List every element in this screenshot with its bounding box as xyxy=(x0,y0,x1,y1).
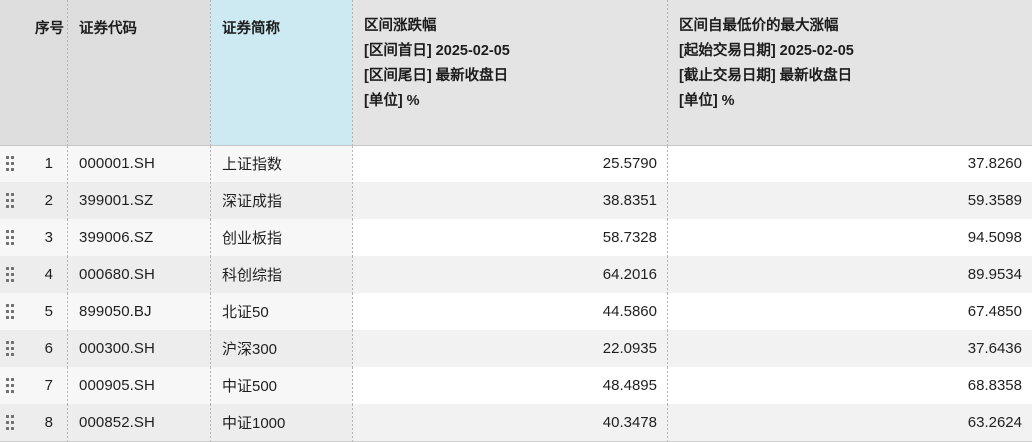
column-header-max-gain-meta-0: [起始交易日期] 2025-02-05 xyxy=(679,42,854,59)
column-header-range-change-label: 区间涨跌幅 xyxy=(364,18,437,34)
row-drag-handle[interactable] xyxy=(0,330,22,367)
cell-index: 3 xyxy=(22,219,67,256)
column-header-handle xyxy=(0,0,22,146)
table-row[interactable]: 1 000001.SH 上证指数 25.5790 37.8260 xyxy=(0,145,1032,182)
column-header-range-change[interactable]: 区间涨跌幅 [区间首日] 2025-02-05 [区间尾日] 最新收盘日 [单位… xyxy=(352,0,667,146)
cell-max-gain: 68.8358 xyxy=(667,367,1032,404)
cell-name: 科创综指 xyxy=(210,256,352,293)
cell-range-change: 58.7328 xyxy=(352,219,667,256)
cell-code: 000905.SH xyxy=(67,367,210,404)
table-row[interactable]: 3 399006.SZ 创业板指 58.7328 94.5098 xyxy=(0,219,1032,256)
cell-name: 上证指数 xyxy=(210,145,352,182)
row-drag-handle[interactable] xyxy=(0,182,22,219)
cell-name: 创业板指 xyxy=(210,219,352,256)
table-row[interactable]: 2 399001.SZ 深证成指 38.8351 59.3589 xyxy=(0,182,1032,219)
cell-code: 899050.BJ xyxy=(67,293,210,330)
cell-range-change: 38.8351 xyxy=(352,182,667,219)
cell-code: 000852.SH xyxy=(67,404,210,442)
table-row[interactable]: 5 899050.BJ 北证50 44.5860 67.4850 xyxy=(0,293,1032,330)
cell-max-gain: 59.3589 xyxy=(667,182,1032,219)
drag-handle-icon[interactable] xyxy=(5,378,17,394)
cell-name: 深证成指 xyxy=(210,182,352,219)
row-drag-handle[interactable] xyxy=(0,256,22,293)
column-header-name[interactable]: 证券简称 xyxy=(210,0,352,146)
table-header: 序号 证券代码 证券简称 区间涨跌幅 [区间首日] 202 xyxy=(0,0,1032,146)
cell-max-gain: 63.2624 xyxy=(667,404,1032,442)
column-header-range-change-meta-1: [区间尾日] 最新收盘日 xyxy=(364,67,509,84)
cell-code: 399006.SZ xyxy=(67,219,210,256)
column-header-max-gain-meta-1: [截止交易日期] 最新收盘日 xyxy=(679,67,853,84)
cell-name: 北证50 xyxy=(210,293,352,330)
table-row[interactable]: 8 000852.SH 中证1000 40.3478 63.2624 xyxy=(0,404,1032,442)
cell-index: 1 xyxy=(22,145,67,182)
table-row[interactable]: 4 000680.SH 科创综指 64.2016 89.9534 xyxy=(0,256,1032,293)
table-row[interactable]: 6 000300.SH 沪深300 22.0935 37.6436 xyxy=(0,330,1032,367)
cell-index: 8 xyxy=(22,404,67,442)
row-drag-handle[interactable] xyxy=(0,219,22,256)
column-header-max-gain-meta-2: [单位] % xyxy=(679,92,735,109)
drag-handle-icon[interactable] xyxy=(5,156,17,172)
drag-handle-icon[interactable] xyxy=(5,304,17,320)
row-drag-handle[interactable] xyxy=(0,145,22,182)
cell-name: 沪深300 xyxy=(210,330,352,367)
column-header-index-label: 序号 xyxy=(35,21,64,37)
cell-range-change: 64.2016 xyxy=(352,256,667,293)
cell-range-change: 48.4895 xyxy=(352,367,667,404)
cell-code: 399001.SZ xyxy=(67,182,210,219)
cell-code: 000300.SH xyxy=(67,330,210,367)
cell-name: 中证500 xyxy=(210,367,352,404)
column-header-range-change-meta-2: [单位] % xyxy=(364,92,420,109)
cell-range-change: 22.0935 xyxy=(352,330,667,367)
drag-handle-icon[interactable] xyxy=(5,230,17,246)
drag-handle-icon[interactable] xyxy=(5,341,17,357)
cell-index: 5 xyxy=(22,293,67,330)
drag-handle-icon[interactable] xyxy=(5,267,17,283)
cell-max-gain: 37.8260 xyxy=(667,145,1032,182)
cell-index: 6 xyxy=(22,330,67,367)
column-header-name-label: 证券简称 xyxy=(222,21,280,37)
column-header-range-change-meta-0: [区间首日] 2025-02-05 xyxy=(364,42,510,59)
cell-name: 中证1000 xyxy=(210,404,352,442)
row-drag-handle[interactable] xyxy=(0,404,22,442)
column-header-index[interactable]: 序号 xyxy=(22,0,67,146)
row-drag-handle[interactable] xyxy=(0,293,22,330)
column-header-max-gain[interactable]: 区间自最低价的最大涨幅 [起始交易日期] 2025-02-05 [截止交易日期]… xyxy=(667,0,1032,146)
cell-max-gain: 37.6436 xyxy=(667,330,1032,367)
header-row: 序号 证券代码 证券简称 区间涨跌幅 [区间首日] 202 xyxy=(0,0,1032,146)
column-header-code[interactable]: 证券代码 xyxy=(67,0,210,146)
cell-code: 000001.SH xyxy=(67,145,210,182)
drag-handle-icon[interactable] xyxy=(5,414,17,430)
cell-max-gain: 94.5098 xyxy=(667,219,1032,256)
column-header-max-gain-label: 区间自最低价的最大涨幅 xyxy=(679,18,839,34)
drag-handle-icon[interactable] xyxy=(5,193,17,209)
cell-max-gain: 67.4850 xyxy=(667,293,1032,330)
cell-range-change: 44.5860 xyxy=(352,293,667,330)
cell-index: 4 xyxy=(22,256,67,293)
cell-range-change: 40.3478 xyxy=(352,404,667,442)
row-drag-handle[interactable] xyxy=(0,367,22,404)
table-body: 1 000001.SH 上证指数 25.5790 37.8260 2 39900… xyxy=(0,145,1032,442)
column-header-code-label: 证券代码 xyxy=(79,21,137,37)
cell-range-change: 25.5790 xyxy=(352,145,667,182)
cell-code: 000680.SH xyxy=(67,256,210,293)
table-row[interactable]: 7 000905.SH 中证500 48.4895 68.8358 xyxy=(0,367,1032,404)
cell-index: 2 xyxy=(22,182,67,219)
cell-max-gain: 89.9534 xyxy=(667,256,1032,293)
cell-index: 7 xyxy=(22,367,67,404)
